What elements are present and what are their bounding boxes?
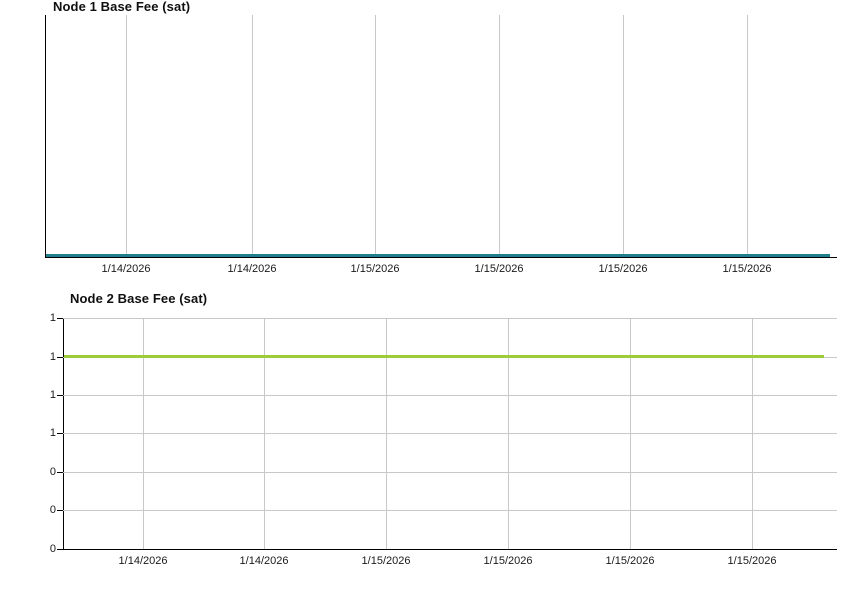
horizontal-gridline [63, 510, 837, 511]
horizontal-gridline [63, 395, 837, 396]
chart-title-node-2: Node 2 Base Fee (sat) [70, 291, 208, 306]
vertical-gridline [386, 318, 387, 549]
y-tick-mark [57, 318, 63, 319]
chart-node-2-base-fee: Node 2 Base Fee (sat) 1 1 1 1 0 0 0 1/14… [0, 290, 860, 600]
horizontal-gridline [63, 472, 837, 473]
x-axis-labels-node-2: 1/14/2026 1/14/2026 1/15/2026 1/15/2026 … [0, 554, 860, 570]
x-axis-line-node-2 [63, 549, 837, 550]
x-tick-label: 1/15/2026 [598, 263, 648, 275]
x-tick-label: 1/14/2026 [239, 555, 289, 567]
vertical-gridline [630, 318, 631, 549]
chart-node-1-base-fee: Node 1 Base Fee (sat) 1/14/2026 1/14/202… [0, 0, 860, 290]
x-tick-label: 1/15/2026 [727, 555, 777, 567]
x-tick-label: 1/15/2026 [474, 263, 524, 275]
y-tick-label: 0 [49, 466, 56, 478]
vertical-gridline [747, 15, 748, 257]
x-tick-label: 1/15/2026 [350, 263, 400, 275]
vertical-gridline [252, 15, 253, 257]
y-axis-line-node-1 [45, 15, 46, 258]
y-tick-mark [57, 472, 63, 473]
series-line-node-2-base-fee [64, 355, 824, 358]
x-axis-line-node-1 [45, 257, 837, 258]
x-tick-label: 1/15/2026 [483, 555, 533, 567]
y-tick-label: 1 [49, 351, 56, 363]
x-tick-label: 1/15/2026 [722, 263, 772, 275]
plot-area-node-2 [63, 318, 837, 549]
x-tick-label: 1/14/2026 [118, 555, 168, 567]
vertical-gridline [499, 15, 500, 257]
x-tick-label: 1/14/2026 [227, 263, 277, 275]
y-tick-label: 1 [49, 427, 56, 439]
y-tick-mark [57, 433, 63, 434]
x-tick-label: 1/14/2026 [101, 263, 151, 275]
horizontal-gridline [63, 433, 837, 434]
chart-title-node-1: Node 1 Base Fee (sat) [53, 0, 191, 14]
y-tick-label: 1 [49, 389, 56, 401]
horizontal-gridline [63, 318, 837, 319]
y-tick-mark [57, 510, 63, 511]
vertical-gridline [143, 318, 144, 549]
y-tick-label: 0 [49, 504, 56, 516]
x-axis-labels-node-1: 1/14/2026 1/14/2026 1/15/2026 1/15/2026 … [0, 262, 860, 278]
plot-area-node-1 [45, 15, 837, 257]
vertical-gridline [375, 15, 376, 257]
vertical-gridline [126, 15, 127, 257]
x-tick-label: 1/15/2026 [605, 555, 655, 567]
vertical-gridline [264, 318, 265, 549]
y-axis-line-node-2 [63, 318, 64, 550]
vertical-gridline [508, 318, 509, 549]
vertical-gridline [752, 318, 753, 549]
y-tick-mark [57, 357, 63, 358]
y-axis-labels-node-2: 1 1 1 1 0 0 0 [8, 290, 56, 600]
series-line-node-1-base-fee [46, 254, 830, 257]
y-tick-label: 1 [49, 312, 56, 324]
x-tick-label: 1/15/2026 [361, 555, 411, 567]
y-tick-mark [57, 549, 63, 550]
vertical-gridline [623, 15, 624, 257]
y-tick-mark [57, 395, 63, 396]
y-tick-label: 0 [49, 543, 56, 555]
